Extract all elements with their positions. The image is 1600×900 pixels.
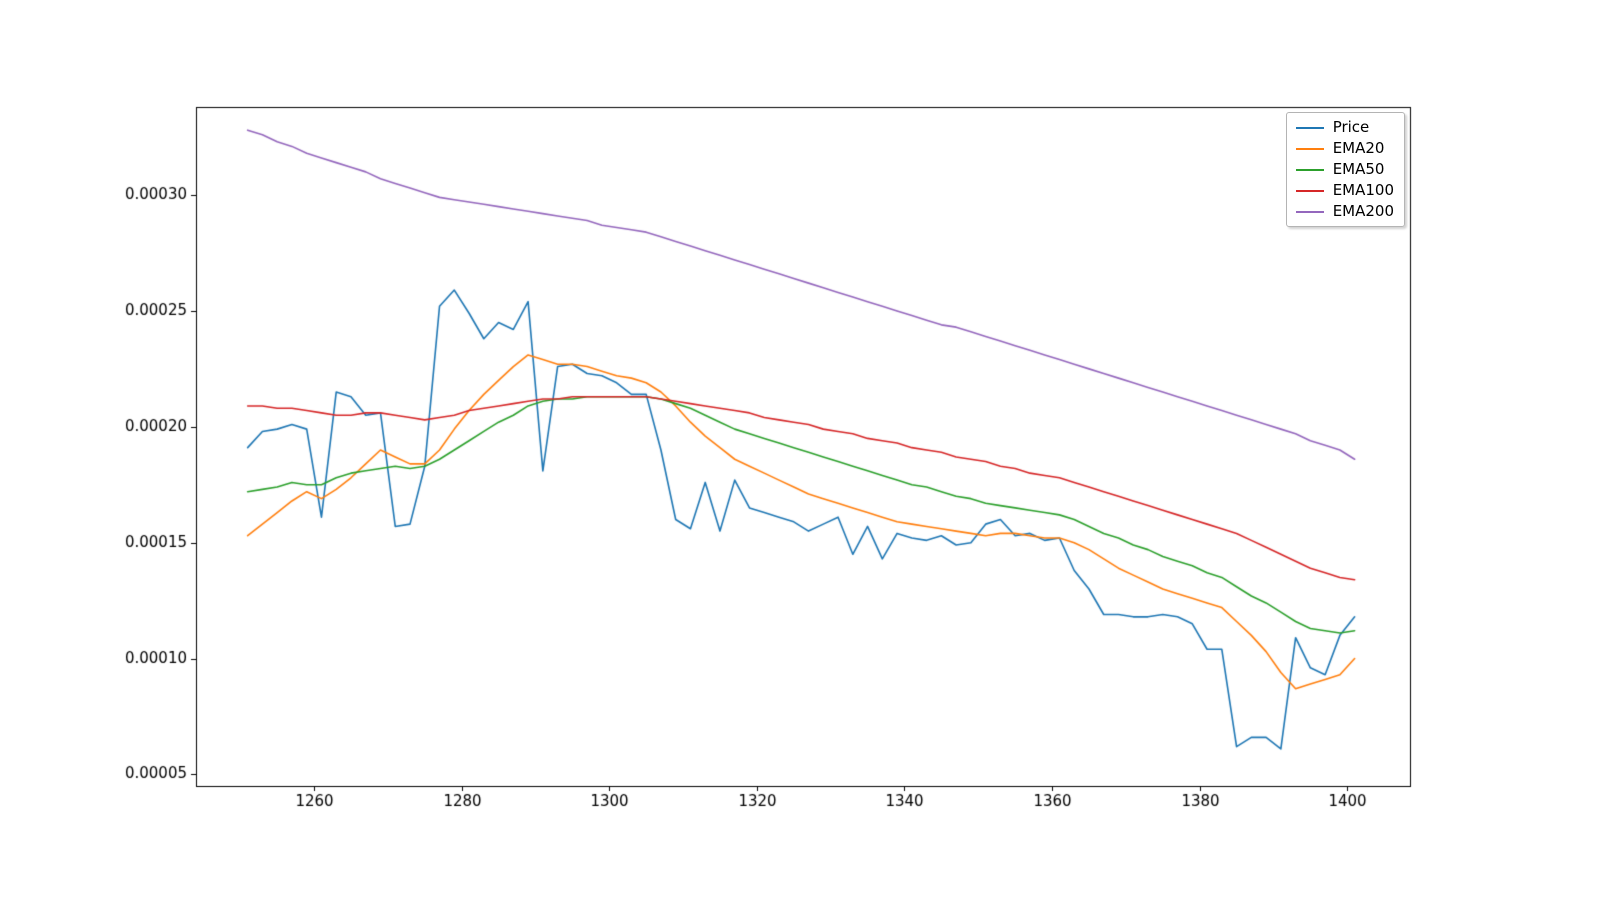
legend-item-ema20: EMA20: [1295, 139, 1394, 157]
legend-line-swatch: [1295, 126, 1324, 129]
legend-label: EMA200: [1332, 202, 1394, 220]
legend-line-swatch: [1295, 168, 1324, 171]
legend-item-price: Price: [1295, 118, 1394, 136]
legend-line-swatch: [1295, 210, 1324, 213]
legend: Price EMA20 EMA50 EMA100 EMA200: [1285, 112, 1405, 227]
legend-item-ema50: EMA50: [1295, 160, 1394, 178]
legend-item-ema200: EMA200: [1295, 202, 1394, 220]
legend-label: EMA100: [1332, 181, 1394, 199]
legend-item-ema100: EMA100: [1295, 181, 1394, 199]
legend-line-swatch: [1295, 147, 1324, 150]
legend-label: Price: [1332, 118, 1370, 136]
legend-line-swatch: [1295, 189, 1324, 192]
legend-label: EMA50: [1332, 160, 1385, 178]
legend-label: EMA20: [1332, 139, 1385, 157]
